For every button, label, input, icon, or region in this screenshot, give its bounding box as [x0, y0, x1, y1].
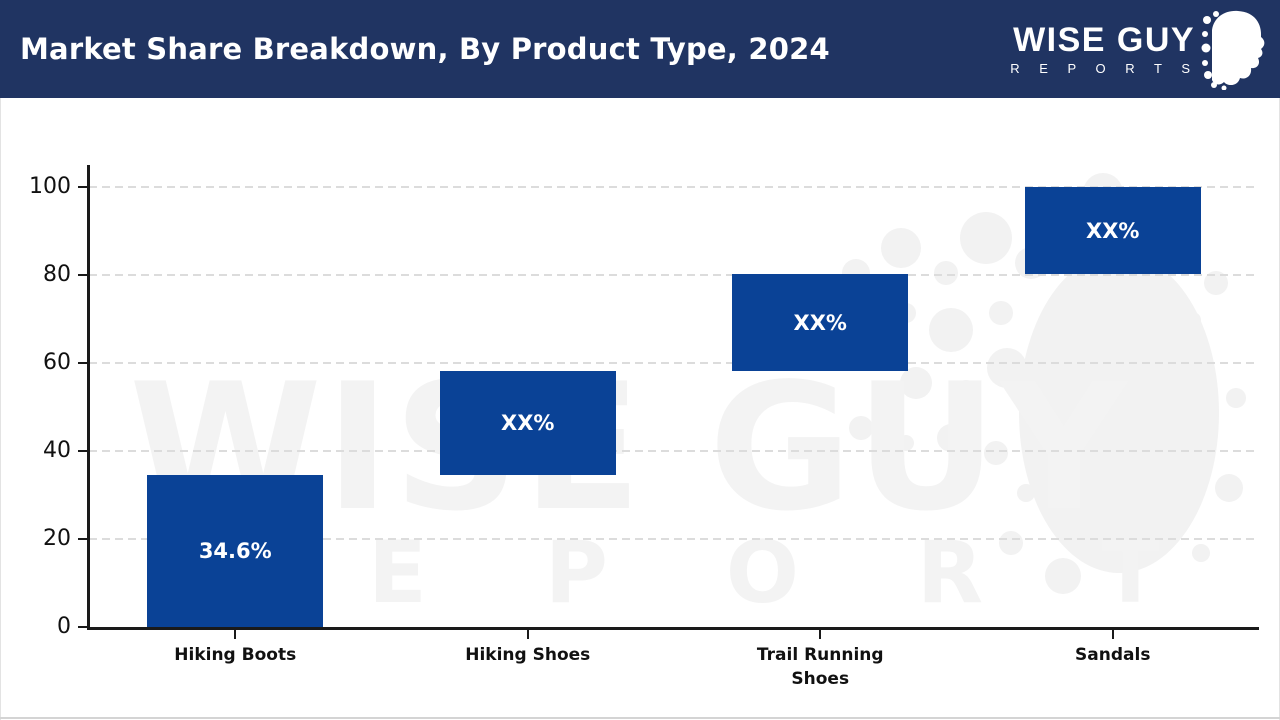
x-category-label: Hiking Shoes: [465, 645, 591, 665]
x-tick-mark: [234, 630, 237, 639]
bar-value-label: XX%: [793, 310, 847, 335]
bar-hiking-shoes: XX%: [439, 370, 616, 475]
gridline-80: [89, 274, 1259, 276]
y-tick-mark: [78, 274, 87, 276]
logo-wordmark: WISE GUY R E P O R T S: [1010, 23, 1198, 76]
x-tick-mark: [819, 630, 822, 639]
x-tick-mark: [526, 630, 529, 639]
y-tick-mark: [78, 362, 87, 364]
y-tick-label: 80: [43, 262, 71, 287]
x-category-label: Sandals: [1075, 645, 1151, 665]
x-category-label: Hiking Boots: [174, 645, 297, 665]
y-tick-label: 60: [43, 350, 71, 375]
logo-wordmark-line1: WISE GUY: [1013, 20, 1196, 59]
y-tick-label: 20: [43, 526, 71, 551]
bottom-divider: [0, 717, 1280, 719]
header: Market Share Breakdown, By Product Type,…: [0, 0, 1280, 98]
gridline-100: [89, 186, 1259, 188]
x-tick-mark: [1111, 630, 1114, 639]
chart-area: WISE GUY R E P O R T S 0 20 40 60 80 100 34.6%…: [0, 98, 1280, 720]
bar-hiking-boots: 34.6%: [147, 474, 324, 627]
page-title: Market Share Breakdown, By Product Type,…: [20, 32, 830, 66]
y-tick-mark: [78, 626, 87, 628]
gridline-20: [89, 538, 1259, 540]
y-tick-mark: [78, 186, 87, 188]
x-category-label: Trail Running Shoes: [756, 645, 884, 689]
x-axis-line: [87, 627, 1259, 630]
gridline-60: [89, 362, 1259, 364]
bar-trail-running-shoes: XX%: [732, 274, 909, 371]
wise-guy-logo: WISE GUY R E P O R T S: [1010, 8, 1266, 90]
logo-head-icon: [1201, 10, 1265, 90]
y-tick-label: 40: [43, 438, 71, 463]
bar-sandals: XX%: [1024, 187, 1201, 275]
logo-wordmark-line2: R E P O R T S: [1010, 60, 1198, 76]
y-tick-mark: [78, 450, 87, 452]
bar-value-label: XX%: [501, 410, 555, 435]
y-axis-line: [87, 165, 90, 630]
bar-value-label: 34.6%: [198, 538, 272, 563]
gridline-40: [89, 450, 1259, 452]
waterfall-chart: 0 20 40 60 80 100 34.6% Hiking Boots XX% Hiking S…: [1, 98, 1280, 720]
y-tick-label: 100: [29, 174, 71, 199]
watermark-line2: R E P O R T S: [184, 523, 1280, 623]
y-tick-label: 0: [57, 614, 71, 639]
bar-value-label: XX%: [1086, 218, 1140, 243]
y-tick-mark: [78, 538, 87, 540]
